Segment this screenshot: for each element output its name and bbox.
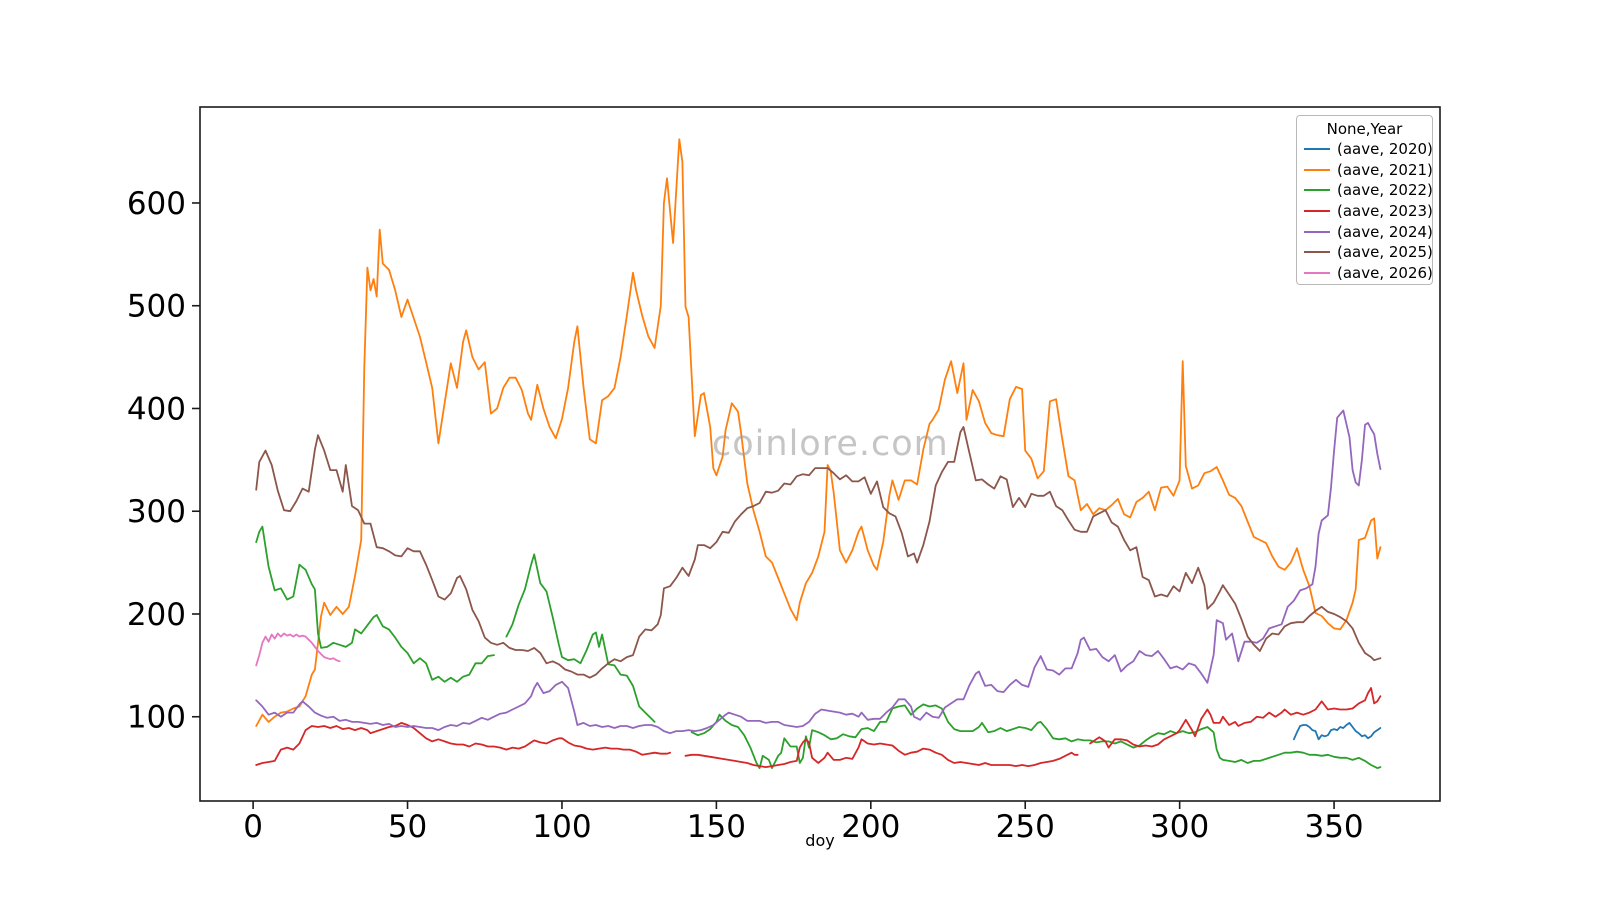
series-line-2022 [690, 703, 1382, 769]
legend-entry-label: (aave, 2022) [1337, 181, 1433, 200]
y-tick-label: 400 [127, 391, 186, 427]
series-line-2026 [255, 632, 341, 667]
legend-entry-2020: (aave, 2020) [1297, 139, 1433, 160]
legend-line-swatch [1304, 148, 1330, 151]
legend-entries: (aave, 2020) (aave, 2021) (aave, 2022) (aav… [1297, 139, 1433, 284]
x-axis-label: doy [805, 831, 835, 850]
legend-entry-2021: (aave, 2021) [1297, 160, 1433, 181]
series-line-2023 [684, 738, 1079, 768]
series-line-2021 [255, 138, 1382, 727]
plot-border [199, 106, 1441, 802]
legend-line-swatch [1304, 251, 1330, 254]
y-tick-label: 300 [127, 494, 186, 530]
legend-entry-2024: (aave, 2024) [1297, 221, 1433, 242]
x-tick-label: 350 [1304, 809, 1363, 845]
legend-entry-label: (aave, 2020) [1337, 140, 1433, 159]
series-line-2023 [1089, 687, 1382, 749]
x-tick-label: 0 [243, 809, 263, 845]
y-tick-label: 500 [127, 289, 186, 325]
x-tick-label: 100 [532, 809, 591, 845]
series-line-2025 [255, 426, 1382, 679]
series-line-2024 [255, 409, 1382, 735]
legend-title: None,Year [1326, 120, 1403, 138]
legend-line-swatch [1304, 230, 1330, 233]
series-line-2022 [505, 553, 656, 723]
y-tick-label: 600 [127, 186, 186, 222]
legend-entry-label: (aave, 2025) [1337, 243, 1433, 262]
x-tick-label: 300 [1150, 809, 1209, 845]
x-tick-label: 200 [841, 809, 900, 845]
legend-line-swatch [1304, 189, 1330, 192]
series-line-2023 [255, 722, 671, 766]
legend-entry-2026: (aave, 2026) [1297, 263, 1433, 284]
x-tick-label: 50 [388, 809, 427, 845]
watermark: coinlore.com [712, 424, 949, 464]
legend-entry-2025: (aave, 2025) [1297, 242, 1433, 263]
legend-entry-label: (aave, 2023) [1337, 202, 1433, 221]
legend-line-swatch [1304, 210, 1330, 213]
x-tick-label: 150 [687, 809, 746, 845]
legend: None,Year (aave, 2020) (aave, 2021) (aave,… [1296, 115, 1433, 285]
y-tick-label: 200 [127, 597, 186, 633]
y-tick-label: 100 [127, 700, 186, 736]
legend-line-swatch [1304, 168, 1330, 171]
legend-entry-label: (aave, 2026) [1337, 263, 1433, 282]
legend-entry-label: (aave, 2024) [1337, 222, 1433, 241]
x-tick-label: 250 [996, 809, 1055, 845]
series-line-2020 [1293, 722, 1382, 741]
legend-entry-2023: (aave, 2023) [1297, 201, 1433, 222]
legend-entry-2022: (aave, 2022) [1297, 180, 1433, 201]
series-line-2022 [255, 525, 495, 683]
legend-line-swatch [1304, 271, 1330, 274]
legend-entry-label: (aave, 2021) [1337, 160, 1433, 179]
